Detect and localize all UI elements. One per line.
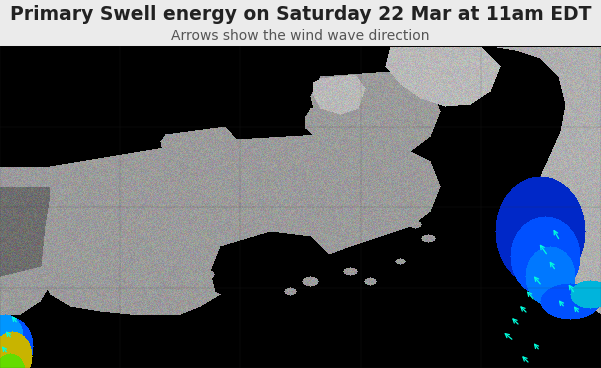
- Text: Arrows show the wind wave direction: Arrows show the wind wave direction: [171, 29, 430, 43]
- Text: Primary Swell energy on Saturday 22 Mar at 11am EDT: Primary Swell energy on Saturday 22 Mar …: [10, 5, 591, 24]
